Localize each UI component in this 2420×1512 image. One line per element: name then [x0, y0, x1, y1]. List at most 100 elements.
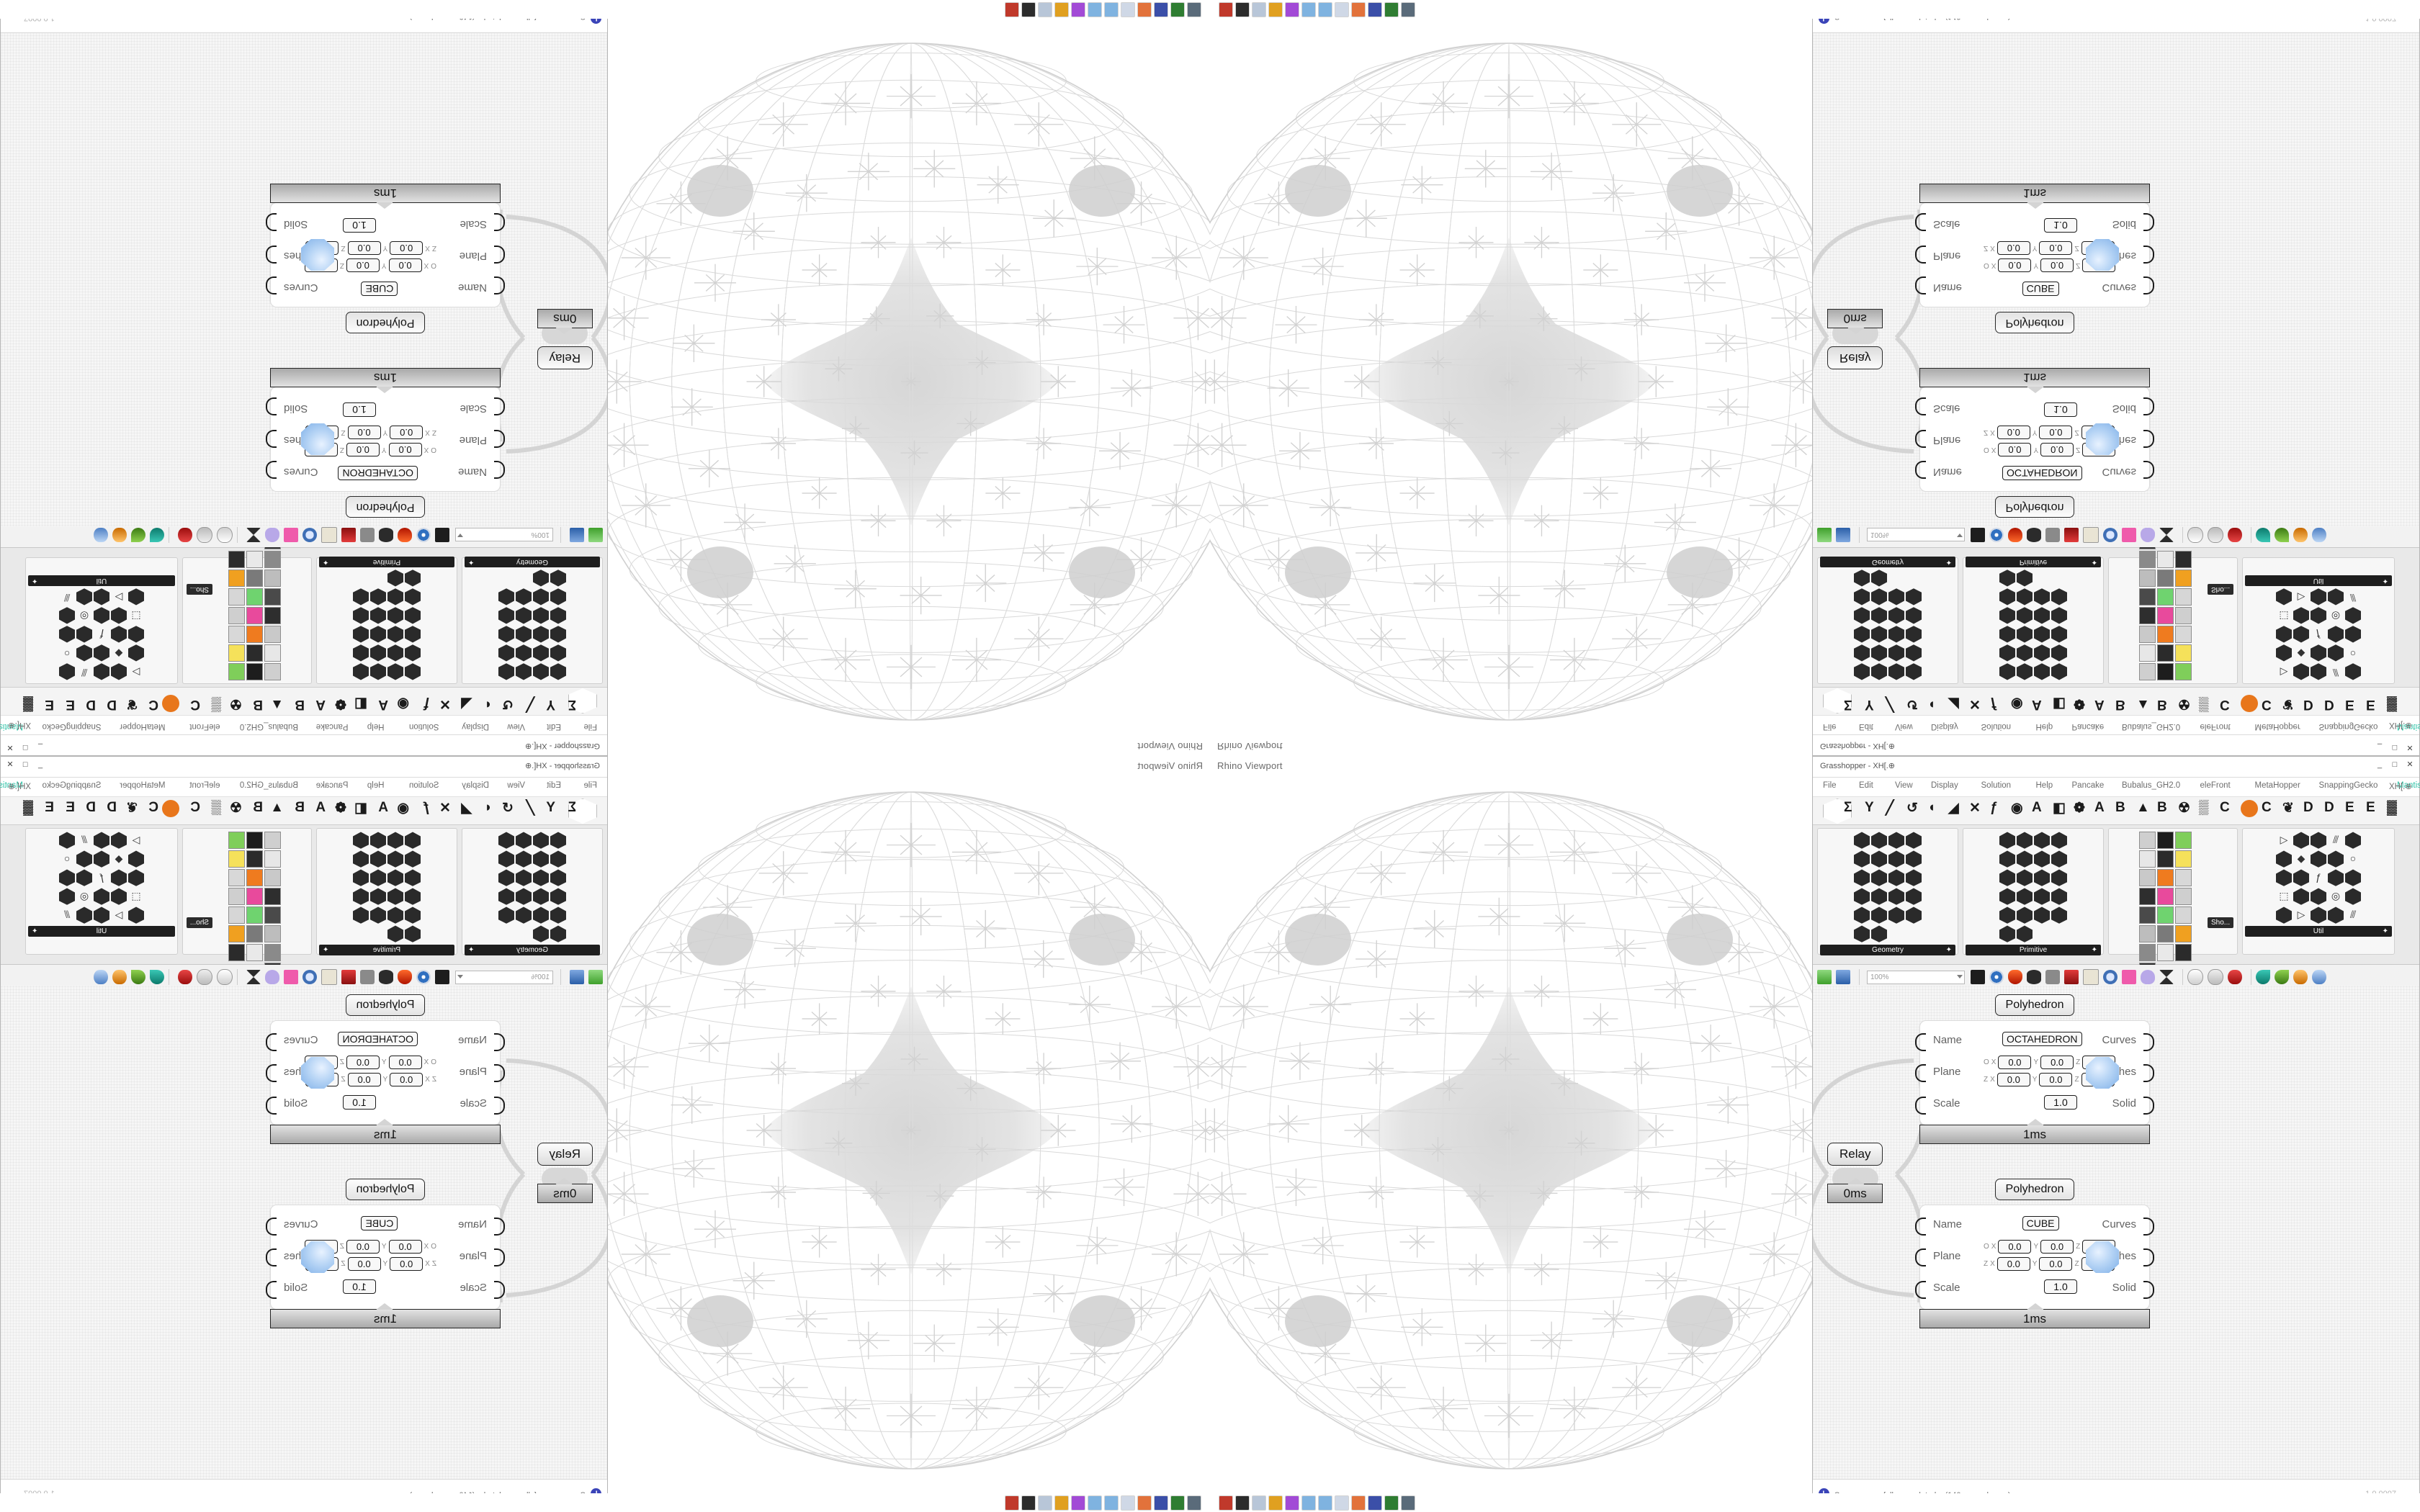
plane-z-x-field[interactable]: 0.0	[390, 1073, 424, 1086]
component-icon[interactable]	[1999, 925, 2015, 942]
gh-component-poly-cube[interactable]: Polyhedron Name Curves CUBE PlaneMeshesOX0.0…	[1915, 184, 2154, 333]
scissors-icon[interactable]	[246, 970, 261, 984]
category-intersect-tab[interactable]: ✕	[1969, 696, 1981, 711]
component-timer-bar[interactable]: 1ms	[1919, 1119, 2150, 1144]
component-icon[interactable]	[1854, 626, 1870, 643]
bake-red-icon[interactable]	[178, 970, 192, 984]
component-icon[interactable]: ⬚	[2279, 890, 2289, 901]
taskbar-app-icon[interactable]	[1071, 1, 1085, 17]
component-icon[interactable]	[550, 626, 566, 643]
category-surface-tab[interactable]: ◖	[484, 697, 493, 712]
bake-shade-icon[interactable]	[2208, 527, 2223, 543]
component-icon[interactable]	[353, 906, 369, 924]
scissors-icon[interactable]	[246, 528, 261, 542]
component-icon[interactable]	[516, 832, 532, 849]
component-icon[interactable]	[353, 850, 369, 868]
category-ghost-tab[interactable]: ☢	[229, 801, 242, 816]
plane-o-y-field[interactable]: 0.0	[346, 1240, 380, 1254]
zoom-extents-icon[interactable]	[1971, 528, 1985, 542]
component-icon[interactable]	[405, 906, 421, 924]
component-icon[interactable]	[246, 925, 263, 942]
menu-bar[interactable]: File Edit View Display Solution Help Pancake Bu…	[1813, 715, 2420, 734]
output-port[interactable]	[2143, 1064, 2154, 1082]
component-icon[interactable]	[550, 644, 566, 662]
taskbar-app-icon[interactable]	[1285, 1495, 1299, 1511]
maximize-icon[interactable]: □	[22, 760, 28, 769]
component-icon[interactable]	[2175, 944, 2192, 961]
component-icon[interactable]	[1888, 588, 1904, 606]
component-icon[interactable]	[246, 644, 263, 662]
category-sets-tab[interactable]: Y	[546, 697, 555, 712]
ribbon-group-primitive[interactable]: Primitive ✦	[316, 557, 457, 684]
plane-o-y-field[interactable]: 0.0	[2040, 1240, 2074, 1254]
gh-relay[interactable]: Relay 0ms	[1827, 1143, 1883, 1203]
component-icon[interactable]: ▷	[2280, 667, 2288, 678]
output-port[interactable]	[266, 461, 277, 479]
menu-item-edit[interactable]: Edit	[1859, 722, 1873, 731]
taskbar-app-icon[interactable]	[1318, 1, 1332, 17]
relay-timer-bar[interactable]: 0ms	[1827, 309, 1883, 328]
category-d2-tab[interactable]: D	[2324, 800, 2334, 815]
component-icon[interactable]	[2345, 607, 2361, 624]
component-icon[interactable]	[2175, 906, 2192, 924]
preview-blue-icon[interactable]	[94, 528, 108, 542]
component-icon[interactable]	[128, 588, 144, 606]
component-icon[interactable]	[370, 888, 386, 905]
menu-item-bubalus-gh2-0[interactable]: Bubalus_GH2.0	[239, 722, 298, 731]
component-icon[interactable]	[1871, 850, 1887, 868]
component-icon[interactable]	[498, 607, 514, 624]
component-icon[interactable]	[498, 626, 514, 643]
menu-item-display[interactable]: Display	[1931, 722, 1958, 731]
component-icon[interactable]	[1888, 869, 1904, 886]
balloon-icon[interactable]	[265, 970, 279, 984]
component-timer-bar[interactable]: 1ms	[1919, 184, 2150, 203]
component-icon[interactable]	[353, 832, 369, 849]
component-icon[interactable]	[1999, 644, 2015, 662]
component-icon[interactable]	[1999, 570, 2015, 587]
component-icon[interactable]	[2293, 869, 2309, 886]
component-icon[interactable]	[2051, 832, 2067, 849]
relay-title[interactable]: Relay	[1827, 346, 1883, 369]
component-icon[interactable]	[550, 850, 566, 868]
category-vector-tab[interactable]: ╱	[1886, 696, 1894, 711]
component-icon[interactable]	[1999, 832, 2015, 849]
category-dots-tab[interactable]: ▓	[23, 697, 33, 712]
name-value-field[interactable]: CUBE	[361, 1216, 398, 1230]
menu-item-solution[interactable]: Solution	[1981, 781, 2012, 790]
component-icon[interactable]	[370, 663, 386, 680]
component-icon[interactable]	[550, 832, 566, 849]
component-icon[interactable]	[516, 644, 532, 662]
preview-teal-icon[interactable]	[150, 970, 164, 984]
component-icon[interactable]	[2328, 644, 2344, 662]
component-icon[interactable]	[228, 551, 245, 568]
taskbar-app-icon[interactable]	[1285, 1, 1299, 17]
component-icon[interactable]	[2311, 644, 2326, 662]
component-timer-bar[interactable]: 1ms	[270, 1309, 501, 1328]
preview-green-icon[interactable]	[131, 970, 145, 984]
taskbar-app-icon[interactable]	[1038, 1, 1052, 17]
component-ribbon[interactable]: Geometry ✦ Primitive ✦ Input✦ ▷ ⫻ ◆ ○ ƒ ⬚ ◎ ▷ ⫻ Util ✦ S…	[1813, 825, 2419, 993]
taskbar-app-icon[interactable]	[1384, 1495, 1399, 1511]
category-e2-tab[interactable]: E	[45, 800, 54, 815]
component-icon[interactable]	[2293, 663, 2309, 680]
component-icon[interactable]	[1871, 644, 1887, 662]
component-icon[interactable]	[2034, 906, 2050, 924]
capsule-icon[interactable]	[2027, 970, 2041, 984]
component-icon[interactable]	[246, 850, 263, 868]
output-port[interactable]	[2143, 276, 2154, 294]
category-mesh-tab[interactable]: ◢	[1948, 696, 1959, 711]
notes-icon[interactable]	[2083, 527, 2099, 543]
menu-item-file[interactable]: File	[583, 781, 597, 790]
component-icon[interactable]	[228, 869, 245, 886]
input-port[interactable]	[1915, 213, 1926, 231]
component-icon[interactable]	[264, 906, 281, 924]
rhino-viewport[interactable]: Rhino Viewport	[607, 756, 1210, 1501]
gh-component-poly-octahedron[interactable]: Polyhedron Name Curves OCTAHEDRON PlaneMeshe…	[1915, 368, 2154, 518]
menu-item-solution[interactable]: Solution	[408, 781, 439, 790]
component-icon[interactable]	[516, 607, 532, 624]
component-icon[interactable]	[516, 888, 532, 905]
menu-item-edit[interactable]: Edit	[1859, 781, 1873, 790]
taskbar-bottom[interactable]	[0, 1493, 2420, 1512]
category-dots-tab[interactable]: ▓	[23, 800, 33, 815]
component-icon[interactable]	[228, 906, 245, 924]
